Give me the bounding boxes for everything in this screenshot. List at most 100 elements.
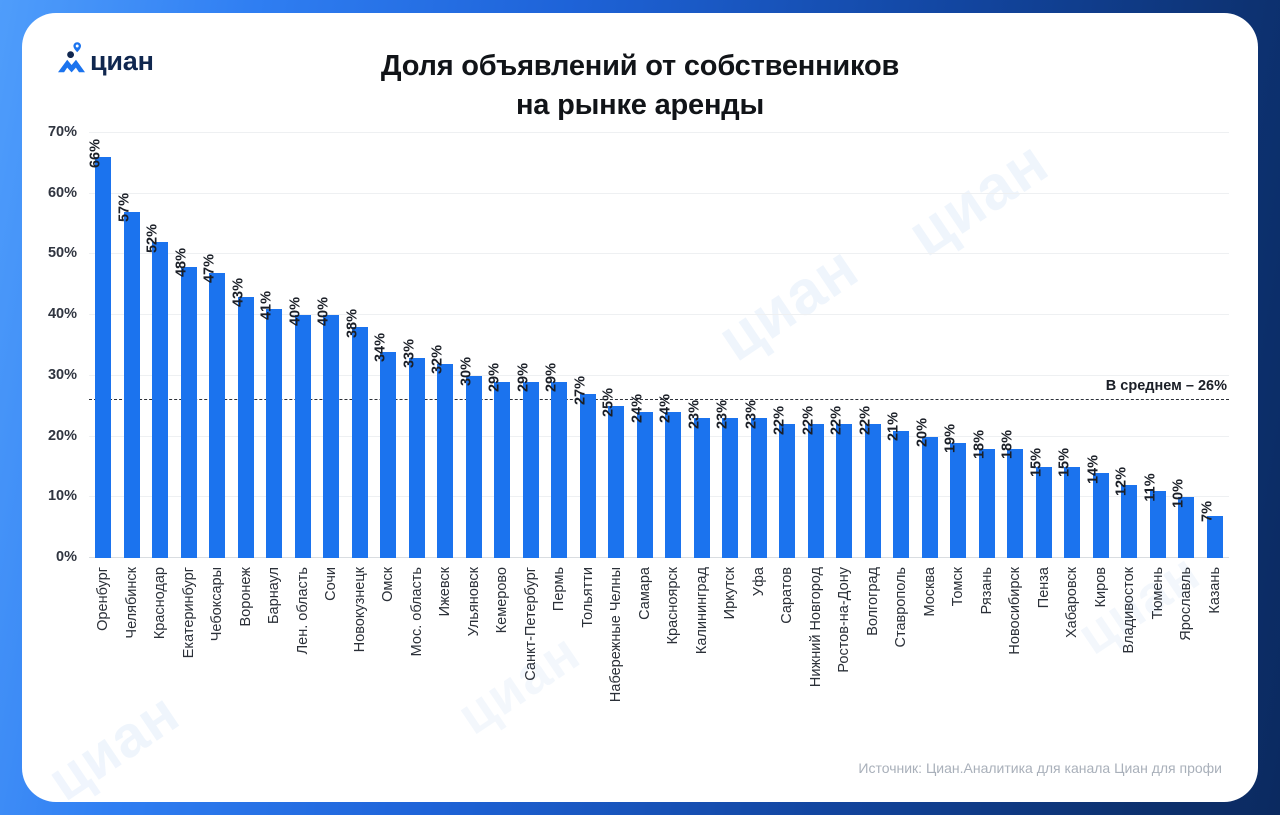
bar-group[interactable]: 24% Самара — [629, 133, 660, 620]
x-axis-category-label: Ижевск — [437, 567, 453, 617]
bar-group[interactable]: 48% Екатеринбург — [173, 133, 204, 658]
bar-group[interactable]: 15% Хабаровск — [1057, 133, 1087, 638]
bar-group[interactable]: 33% Мос. область — [401, 133, 432, 656]
bar-group[interactable]: 18% Рязань — [971, 133, 1002, 614]
bar[interactable]: 12% — [1114, 467, 1138, 558]
bar-group[interactable]: 15% Пенза — [1028, 133, 1059, 608]
gridline: 0% — [56, 549, 1229, 565]
bar-group[interactable]: 29% Кемерово — [487, 133, 517, 633]
bar-group[interactable]: 22% Волгоград — [857, 133, 888, 636]
chart-card: циан циан циан циан циан циан Доля объяв… — [22, 13, 1258, 802]
bar[interactable]: 24% — [658, 394, 682, 558]
bar[interactable]: 43% — [230, 278, 254, 558]
bar-group[interactable]: 12% Владивосток — [1114, 133, 1144, 654]
bar-group[interactable]: 25% Набережные Челны — [601, 133, 631, 702]
bar[interactable]: 23% — [715, 400, 739, 558]
x-axis-category-label: Мос. область — [408, 567, 425, 657]
bar[interactable]: 27% — [572, 376, 596, 558]
bar-group[interactable]: 11% Тюмень — [1142, 133, 1173, 620]
gridline: 10% — [48, 488, 1229, 504]
bar[interactable]: 47% — [202, 254, 226, 558]
bar[interactable]: 10% — [1171, 479, 1195, 558]
bar[interactable]: 24% — [629, 394, 653, 558]
bar[interactable]: 22% — [829, 406, 853, 558]
bar-group[interactable]: 23% Калининград — [686, 133, 717, 654]
bar-value-label: 43% — [230, 278, 247, 308]
bar[interactable]: 21% — [886, 412, 910, 558]
bar-group[interactable]: 30% Ульяновск — [458, 133, 489, 636]
bar[interactable]: 48% — [173, 248, 197, 558]
bar-group[interactable]: 38% Новокузнецк — [344, 133, 375, 652]
bar-group[interactable]: 52% Краснодар — [145, 133, 175, 639]
bar-group[interactable]: 27% Тольятти — [572, 133, 603, 628]
bar-group[interactable]: 43% Воронеж — [230, 133, 261, 626]
bar[interactable]: 15% — [1028, 448, 1052, 558]
bar-group[interactable]: 32% Ижевск — [430, 133, 460, 616]
bar-group[interactable]: 29% Пермь — [544, 133, 574, 611]
bar[interactable]: 33% — [401, 339, 425, 558]
bar[interactable]: 38% — [344, 309, 368, 558]
bar-group[interactable]: 18% Новосибирск — [1000, 133, 1030, 655]
bar-group[interactable]: 7% Казань — [1199, 133, 1230, 614]
bar-group[interactable]: 21% Ставрополь — [886, 133, 916, 647]
bar-value-label: 29% — [486, 363, 503, 393]
bar-value-label: 30% — [458, 357, 475, 387]
bar[interactable]: 7% — [1199, 501, 1223, 558]
bar[interactable]: 23% — [686, 400, 710, 558]
bar-group[interactable]: 29% Санкт-Петербург — [515, 133, 546, 681]
bar-chart-plot: 70% 60% 50% 40% 30% 20% 10% 0% В среднем – 26% … — [48, 124, 1230, 702]
bar-group[interactable]: 40% Лен. область — [287, 133, 318, 654]
bar[interactable]: 18% — [1000, 430, 1024, 558]
x-axis-category-label: Омск — [380, 567, 396, 602]
bar[interactable]: 29% — [487, 363, 511, 558]
bar[interactable]: 14% — [1085, 454, 1109, 558]
bar[interactable]: 22% — [800, 406, 824, 558]
bar[interactable]: 18% — [971, 430, 995, 558]
bar-group[interactable]: 24% Красноярск — [658, 133, 688, 644]
bar-value-label: 33% — [401, 339, 418, 369]
x-axis-category-label: Владивосток — [1121, 567, 1137, 654]
bar[interactable]: 22% — [857, 406, 881, 558]
x-axis-category-label: Уфа — [750, 567, 767, 597]
bar-group[interactable]: 10% Ярославль — [1171, 133, 1201, 641]
bar-group[interactable]: 41% Барнаул — [259, 133, 289, 624]
bar[interactable]: 52% — [145, 224, 169, 558]
bar-group[interactable]: 22% Нижний Новгород — [800, 133, 831, 687]
bar-value-label: 48% — [173, 248, 190, 278]
bar-group[interactable]: 66% Оренбург — [88, 133, 118, 631]
bar-group[interactable]: 14% Киров — [1085, 133, 1116, 607]
bar-group[interactable]: 40% Сочи — [316, 133, 346, 601]
bar[interactable]: 20% — [914, 418, 938, 558]
y-axis-tick-label: 0% — [56, 549, 77, 565]
bar[interactable]: 23% — [743, 400, 767, 558]
bar-group[interactable]: 22% Саратов — [772, 133, 802, 624]
bar-value-label: 23% — [743, 399, 760, 429]
bar[interactable]: 29% — [515, 363, 539, 558]
bar-group[interactable]: 23% Иркутск — [715, 133, 745, 619]
bar[interactable]: 40% — [316, 297, 340, 558]
bar-group[interactable]: 20% Москва — [914, 133, 945, 617]
bar-group[interactable]: 57% Челябинск — [116, 133, 147, 639]
bar-group[interactable]: 47% Чебоксары — [202, 133, 232, 641]
bar-group[interactable]: 34% Омск — [373, 133, 403, 602]
bar[interactable]: 32% — [430, 345, 454, 558]
bar[interactable]: 11% — [1142, 473, 1166, 558]
average-line: В среднем – 26% — [89, 378, 1229, 401]
bar[interactable]: 22% — [772, 406, 796, 558]
bar[interactable]: 41% — [259, 291, 283, 558]
bar-value-label: 23% — [714, 399, 731, 429]
bar[interactable]: 34% — [373, 333, 397, 558]
bar-group[interactable]: 23% Уфа — [743, 133, 774, 596]
bar-group[interactable]: 19% Томск — [943, 133, 973, 606]
cian-logo[interactable]: циан — [56, 41, 154, 75]
bar[interactable]: 19% — [943, 424, 967, 558]
bar-group[interactable]: 22% Ростов-на-Дону — [829, 133, 859, 673]
bar[interactable]: 40% — [287, 297, 311, 558]
bar[interactable]: 15% — [1057, 448, 1081, 558]
bar[interactable]: 25% — [601, 388, 625, 558]
bar[interactable]: 66% — [88, 139, 112, 558]
bar[interactable]: 57% — [116, 193, 140, 558]
bars-container: 66% Оренбург 57% Челябинск 52% Краснодар 48% Ек… — [88, 133, 1230, 702]
bar[interactable]: 30% — [458, 357, 482, 558]
bar[interactable]: 29% — [544, 363, 568, 558]
